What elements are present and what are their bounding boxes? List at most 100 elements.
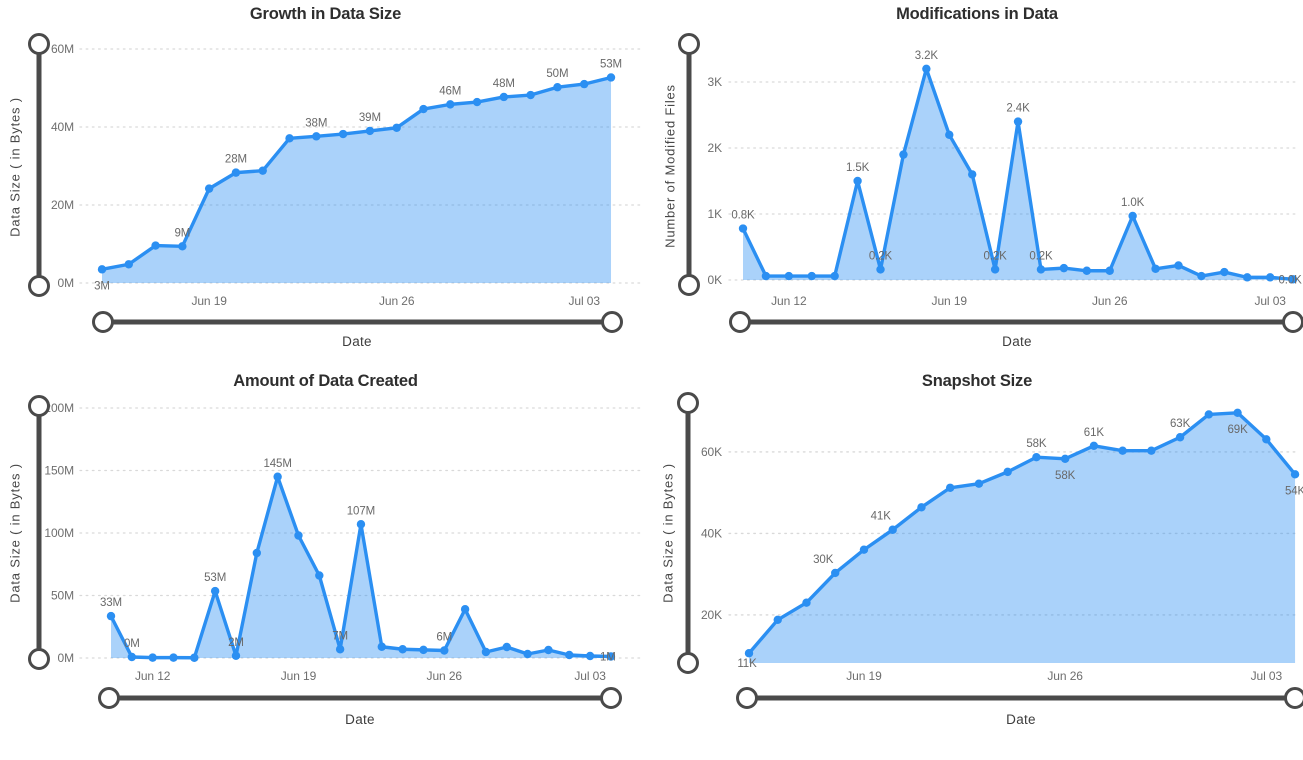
data-point[interactable]: [335, 645, 345, 654]
data-point[interactable]: [392, 123, 401, 132]
data-point[interactable]: [1059, 263, 1069, 273]
data-point[interactable]: [773, 615, 782, 625]
data-point[interactable]: [127, 652, 137, 662]
data-point[interactable]: [1128, 211, 1137, 221]
data-point[interactable]: [807, 271, 816, 281]
data-point[interactable]: [888, 525, 897, 534]
data-point[interactable]: [106, 611, 116, 621]
data-point[interactable]: [1175, 433, 1185, 442]
x-range-slider-handle-left[interactable]: [98, 687, 120, 709]
data-point[interactable]: [460, 605, 470, 614]
data-point[interactable]: [565, 650, 574, 660]
data-point[interactable]: [526, 90, 535, 100]
data-point[interactable]: [1060, 454, 1070, 464]
data-point[interactable]: [876, 265, 885, 274]
data-point[interactable]: [1204, 410, 1214, 419]
data-point[interactable]: [544, 645, 553, 655]
data-point[interactable]: [744, 649, 754, 658]
data-point[interactable]: [169, 653, 178, 662]
data-point[interactable]: [831, 568, 840, 578]
data-point[interactable]: [1089, 441, 1099, 451]
y-range-slider-handle-bottom[interactable]: [678, 274, 700, 296]
data-point[interactable]: [945, 483, 955, 492]
x-range-slider-handle-left[interactable]: [736, 687, 758, 709]
data-point[interactable]: [945, 130, 954, 139]
data-point[interactable]: [377, 642, 386, 651]
data-point[interactable]: [148, 653, 157, 662]
data-point[interactable]: [974, 479, 984, 488]
data-point[interactable]: [1082, 266, 1091, 275]
data-point[interactable]: [124, 260, 133, 269]
data-point[interactable]: [580, 79, 589, 89]
data-point[interactable]: [285, 134, 294, 143]
data-point[interactable]: [1288, 275, 1298, 284]
data-point[interactable]: [178, 242, 187, 251]
data-point[interactable]: [1233, 408, 1242, 417]
data-point[interactable]: [1243, 273, 1252, 282]
data-point[interactable]: [252, 548, 262, 558]
data-point[interactable]: [1003, 467, 1012, 477]
x-range-slider-handle-left[interactable]: [729, 311, 751, 333]
data-point[interactable]: [1036, 265, 1046, 274]
data-point[interactable]: [1265, 273, 1275, 282]
data-point[interactable]: [499, 92, 509, 102]
data-point[interactable]: [419, 104, 428, 114]
x-range-slider-handle-right[interactable]: [601, 311, 623, 333]
data-point[interactable]: [446, 100, 455, 109]
data-point[interactable]: [356, 520, 366, 529]
y-range-slider-handle-bottom[interactable]: [677, 652, 699, 674]
x-range-slider-handle-right[interactable]: [1282, 311, 1303, 333]
data-point[interactable]: [606, 652, 616, 661]
data-point[interactable]: [1032, 453, 1041, 462]
data-point[interactable]: [440, 646, 449, 655]
data-point[interactable]: [1262, 435, 1271, 444]
data-point[interactable]: [899, 150, 908, 159]
data-point[interactable]: [190, 653, 199, 662]
data-point[interactable]: [315, 571, 324, 580]
y-range-slider-handle-bottom[interactable]: [28, 648, 50, 670]
data-point[interactable]: [419, 645, 428, 655]
data-point[interactable]: [1105, 266, 1114, 275]
data-point[interactable]: [338, 129, 348, 139]
data-point[interactable]: [738, 224, 748, 233]
data-point[interactable]: [204, 184, 214, 193]
y-range-slider-handle-bottom[interactable]: [28, 275, 50, 297]
data-point[interactable]: [606, 73, 616, 82]
data-point[interactable]: [481, 647, 491, 657]
data-point[interactable]: [472, 97, 482, 107]
y-range-slider-handle-top[interactable]: [28, 33, 50, 55]
data-point[interactable]: [231, 168, 241, 177]
data-point[interactable]: [1013, 117, 1023, 126]
data-point[interactable]: [830, 271, 839, 281]
data-point[interactable]: [1118, 446, 1127, 455]
data-point[interactable]: [761, 271, 771, 281]
x-range-slider-handle-right[interactable]: [600, 687, 622, 709]
data-point[interactable]: [853, 176, 862, 186]
data-point[interactable]: [1220, 267, 1229, 277]
data-point[interactable]: [273, 472, 282, 481]
data-point[interactable]: [97, 265, 107, 274]
y-range-slider-handle-top[interactable]: [678, 33, 700, 55]
data-point[interactable]: [502, 642, 511, 652]
data-point[interactable]: [859, 545, 869, 554]
data-point[interactable]: [523, 649, 532, 659]
data-point[interactable]: [922, 64, 931, 74]
data-point[interactable]: [210, 586, 220, 596]
data-point[interactable]: [312, 132, 321, 141]
data-point[interactable]: [151, 241, 160, 250]
data-point[interactable]: [231, 651, 241, 660]
data-point[interactable]: [1147, 446, 1156, 455]
data-point[interactable]: [294, 531, 303, 540]
data-point[interactable]: [990, 265, 1000, 274]
data-point[interactable]: [917, 503, 926, 512]
x-range-slider-handle-right[interactable]: [1284, 687, 1303, 709]
data-point[interactable]: [1290, 470, 1300, 479]
data-point[interactable]: [802, 598, 811, 607]
data-point[interactable]: [1151, 264, 1160, 273]
x-range-slider-handle-left[interactable]: [92, 311, 114, 333]
y-range-slider-handle-top[interactable]: [28, 395, 50, 417]
data-point[interactable]: [365, 126, 375, 136]
data-point[interactable]: [1174, 261, 1183, 270]
y-range-slider-handle-top[interactable]: [677, 392, 699, 414]
data-point[interactable]: [585, 651, 595, 661]
